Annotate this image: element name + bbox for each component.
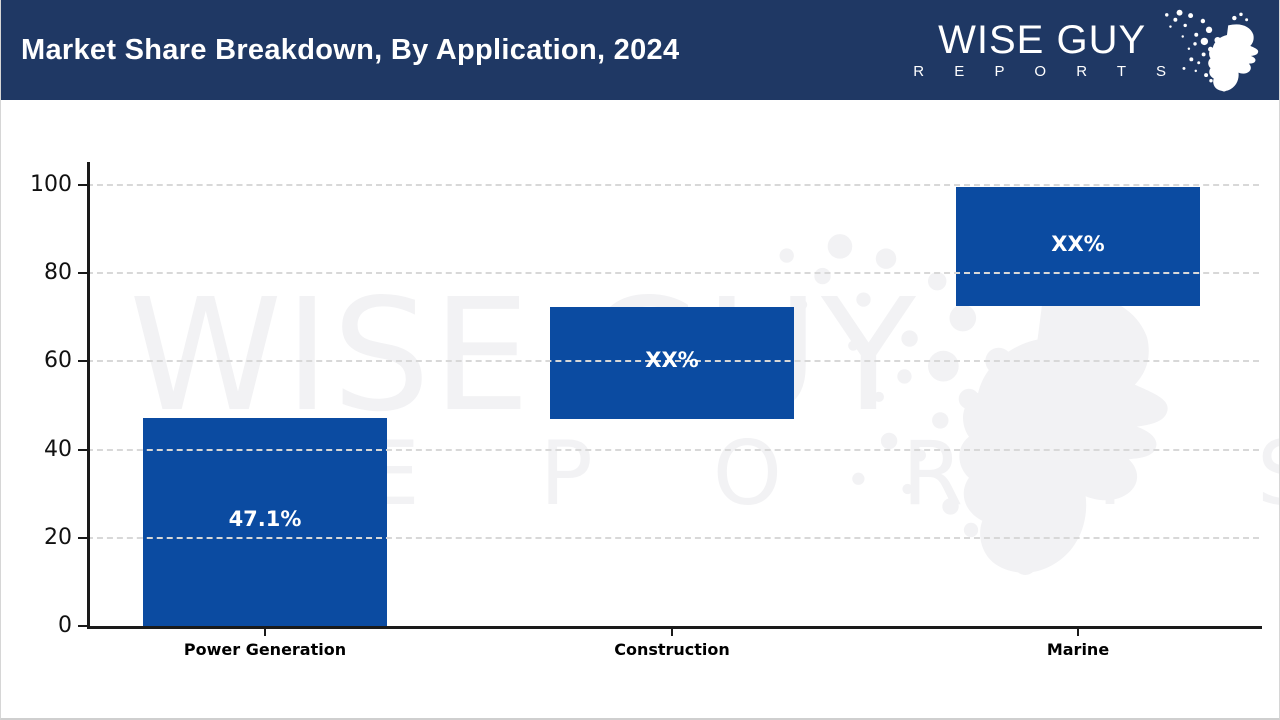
header-bar: Market Share Breakdown, By Application, … (1, 0, 1279, 100)
gridline-100 (87, 184, 1259, 186)
y-tick-40 (78, 448, 87, 451)
x-tick-construction (671, 629, 673, 636)
bar-value-label-construction: XX% (645, 347, 699, 372)
y-tick-label-40: 40 (44, 436, 72, 462)
y-tick-100 (78, 184, 87, 186)
gridline-60 (87, 360, 1259, 363)
bar-construction (550, 307, 794, 419)
chart-title: Market Share Breakdown, By Application, … (21, 33, 680, 66)
y-tick-20 (78, 536, 87, 539)
bar-value-label-power-generation: 47.1% (228, 507, 302, 532)
x-label-marine: Marine (1046, 640, 1110, 659)
gridline-80 (87, 272, 1259, 275)
y-tick-label-100: 100 (30, 172, 72, 197)
x-label-construction: Construction (614, 640, 730, 659)
y-tick-label-0: 0 (58, 613, 72, 638)
logo-wiseguy-text: WISE GUY (938, 18, 1147, 62)
gridline-40 (87, 448, 1259, 451)
y-tick-label-60: 60 (44, 348, 72, 374)
y-tick-label-20: 20 (44, 524, 72, 550)
y-axis-line (87, 162, 90, 629)
y-tick-80 (78, 272, 87, 275)
x-tick-power-generation (264, 629, 266, 636)
bar-marine (956, 187, 1200, 306)
x-tick-marine (1077, 629, 1079, 636)
bar-power-generation (143, 418, 387, 626)
y-tick-label-80: 80 (44, 260, 72, 286)
logo-wordmark: WISE GUY R E P O R T S (905, 20, 1179, 80)
logo-reports-text: R E P O R T S (913, 63, 1179, 80)
x-axis-line (87, 626, 1262, 629)
y-tick-0 (78, 625, 87, 627)
wiseguy-logo: WISE GUY R E P O R T S (905, 0, 1263, 100)
bar-value-label-marine: XX% (1051, 231, 1105, 256)
x-label-power-generation: Power Generation (183, 640, 347, 659)
gridline-20 (87, 536, 1259, 539)
y-tick-60 (78, 360, 87, 363)
